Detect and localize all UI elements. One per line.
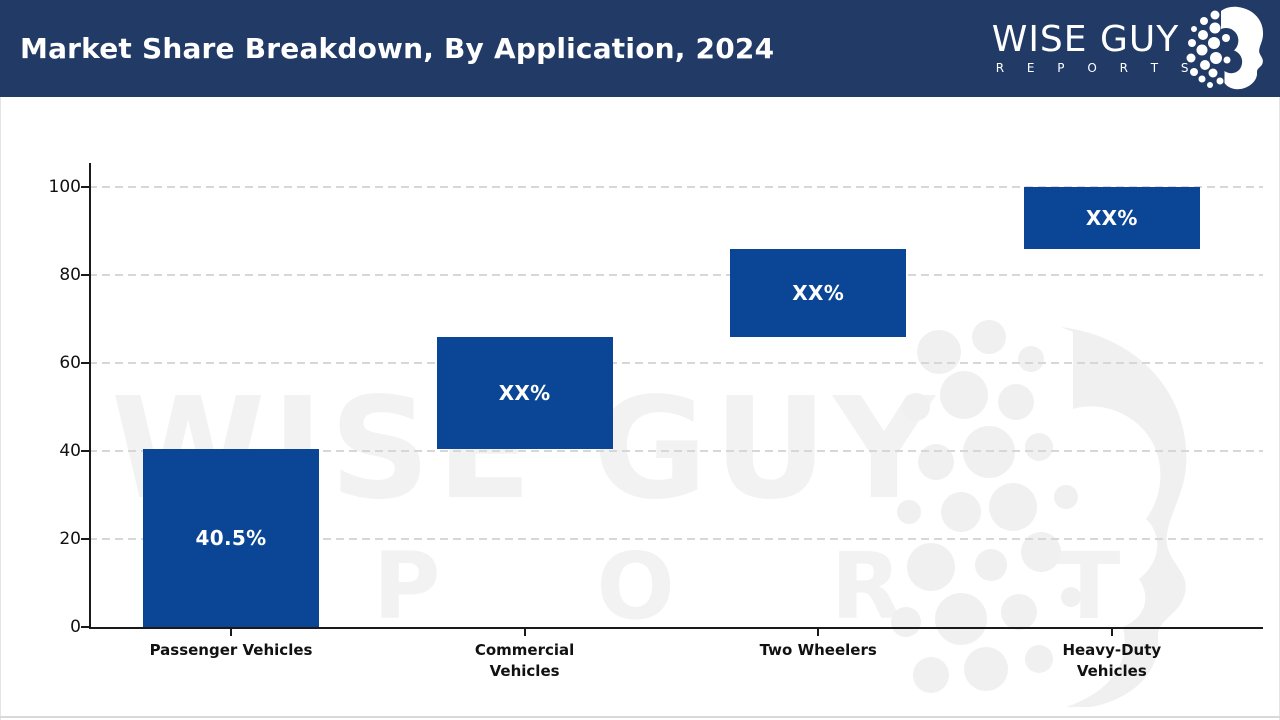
y-tick-label: 40 <box>59 441 81 461</box>
x-category-label-line: Two Wheelers <box>759 641 877 659</box>
y-axis-spine <box>89 163 91 629</box>
x-category-label: Commercial Vehicles <box>405 640 645 682</box>
bar-segment: XX% <box>730 248 907 337</box>
x-tick-mark <box>1110 629 1113 636</box>
x-category-label: Passenger Vehicles <box>111 640 351 661</box>
x-tick-mark <box>230 629 232 636</box>
x-category-label-line: Commercial <box>474 641 575 659</box>
watermark-head-icon <box>891 320 1187 707</box>
grid-line <box>89 186 1263 188</box>
watermark-subtitle: P O R T S <box>373 533 1280 640</box>
bar-segment: 40.5% <box>143 448 319 627</box>
bar-segment: XX% <box>1023 187 1200 249</box>
page-title: Market Share Breakdown, By Application, … <box>20 32 775 65</box>
x-tick-mark <box>523 629 526 636</box>
x-tick-mark <box>817 629 820 636</box>
logo-wordmark: WISE GUY <box>991 19 1180 60</box>
chart-canvas: WISE GUY P O R T S 02040608010040.5%Pass… <box>0 97 1280 720</box>
logo-subtitle: R E P O R T S <box>995 61 1198 75</box>
wiseguy-logo-text: WISE GUY R E P O R T S <box>991 19 1198 76</box>
bar-segment: XX% <box>436 336 613 449</box>
bar-value-label: 40.5% <box>195 525 267 550</box>
grid-line <box>89 450 1263 452</box>
y-tick-label: 20 <box>59 529 81 549</box>
x-category-label-line: Heavy-Duty <box>1062 641 1162 659</box>
wiseguy-head-icon <box>1186 6 1264 89</box>
grid-line <box>89 274 1263 276</box>
y-tick-label: 80 <box>59 265 81 285</box>
y-tick-label: 100 <box>48 177 81 197</box>
bar-value-label: XX% <box>792 280 845 305</box>
header-bar: Market Share Breakdown, By Application, … <box>0 0 1280 97</box>
bottom-divider <box>0 716 1280 718</box>
bar-value-label: XX% <box>1085 205 1138 230</box>
x-category-label-line: Vehicles <box>489 662 560 680</box>
grid-line <box>89 362 1263 364</box>
y-tick-label: 0 <box>70 617 81 637</box>
y-tick-mark <box>81 186 89 188</box>
wiseguy-logo: WISE GUY R E P O R T S <box>992 5 1266 93</box>
bar-value-label: XX% <box>498 380 551 405</box>
y-tick-mark <box>81 274 89 276</box>
y-tick-mark <box>81 538 89 540</box>
y-tick-mark <box>81 362 89 364</box>
x-category-label-line: Vehicles <box>1076 662 1147 680</box>
x-category-label-line: Passenger Vehicles <box>149 641 313 659</box>
y-tick-label: 60 <box>59 353 81 373</box>
y-tick-mark <box>81 450 89 452</box>
x-category-label: Two Wheelers <box>698 640 938 661</box>
x-axis-spine <box>89 627 1263 629</box>
y-tick-mark <box>81 626 89 628</box>
x-category-label: Heavy-Duty Vehicles <box>992 640 1232 682</box>
grid-line <box>89 538 1263 540</box>
